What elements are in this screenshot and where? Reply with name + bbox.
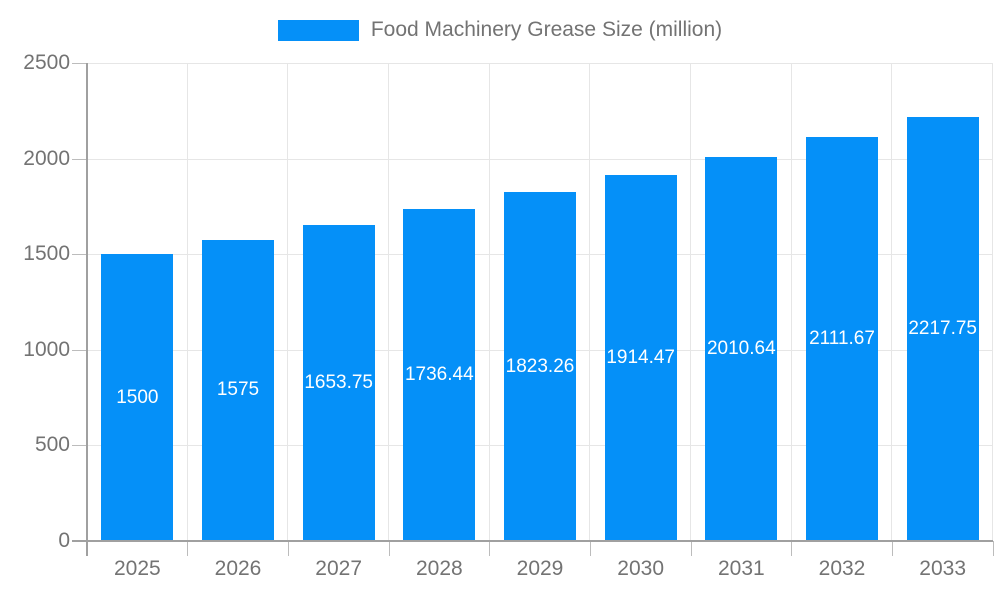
plot-area: 1500 1575 1653.75 1736.44 1823.26 1914.47 2010… <box>72 63 994 556</box>
x-axis-label-2030: 2030 <box>617 557 665 580</box>
bar-2031[interactable] <box>705 156 778 541</box>
y-axis-label: 2000 <box>23 146 70 170</box>
x-tick-mark <box>187 541 189 556</box>
x-tick-mark <box>791 541 793 556</box>
y-gridline <box>87 158 993 160</box>
x-tick-mark <box>992 541 994 556</box>
bar-2029[interactable] <box>504 192 576 541</box>
x-tick-mark <box>589 541 591 556</box>
x-axis-label-2031: 2031 <box>717 557 765 580</box>
x-axis-label-2026: 2026 <box>214 557 262 580</box>
x-gridline <box>589 63 591 541</box>
bar-2028[interactable] <box>403 209 476 541</box>
bar-2032[interactable] <box>806 137 878 541</box>
x-gridline <box>388 63 389 541</box>
x-tick-mark <box>489 541 491 556</box>
y-tick-mark <box>72 63 87 64</box>
y-gridline <box>87 63 993 64</box>
bar-2030[interactable] <box>604 174 677 541</box>
x-axis-label-2025: 2025 <box>113 557 161 580</box>
bar-2025[interactable] <box>101 254 174 541</box>
x-tick-mark <box>388 541 390 556</box>
x-axis-label-2029: 2029 <box>516 557 564 580</box>
x-gridline <box>186 63 188 541</box>
x-gridline <box>891 63 893 541</box>
legend-series-label: Food Machinery Grease Size (million) <box>370 18 723 41</box>
y-axis-label: 1500 <box>23 242 70 266</box>
x-gridline <box>690 63 691 541</box>
bar-2026[interactable] <box>202 239 274 541</box>
x-tick-mark <box>891 541 893 556</box>
chart-legend[interactable]: Food Machinery Grease Size (million) <box>0 17 1000 43</box>
x-axis-label-2032: 2032 <box>818 557 866 580</box>
y-tick-mark <box>72 254 87 256</box>
x-gridline <box>287 63 289 541</box>
y-axis-label: 0 <box>58 529 70 552</box>
x-gridline <box>992 63 993 541</box>
y-tick-mark <box>72 158 87 160</box>
x-axis-line <box>72 540 993 542</box>
bar-2027[interactable] <box>302 224 375 541</box>
x-axis-label-2027: 2027 <box>315 557 363 580</box>
y-tick-mark <box>72 349 87 351</box>
x-gridline <box>488 63 490 541</box>
bar-2033[interactable] <box>906 116 979 541</box>
x-gridline <box>790 63 792 541</box>
y-axis-label: 500 <box>34 433 70 457</box>
y-axis-label: 1000 <box>23 337 70 361</box>
y-tick-mark <box>72 445 87 447</box>
legend-swatch <box>277 19 359 41</box>
x-axis-label-2028: 2028 <box>415 557 463 580</box>
x-tick-mark <box>690 541 692 556</box>
x-axis-label-2033: 2033 <box>919 557 967 580</box>
y-axis-label: 2500 <box>23 51 70 74</box>
x-tick-mark <box>287 541 289 556</box>
y-axis-line <box>86 63 88 556</box>
